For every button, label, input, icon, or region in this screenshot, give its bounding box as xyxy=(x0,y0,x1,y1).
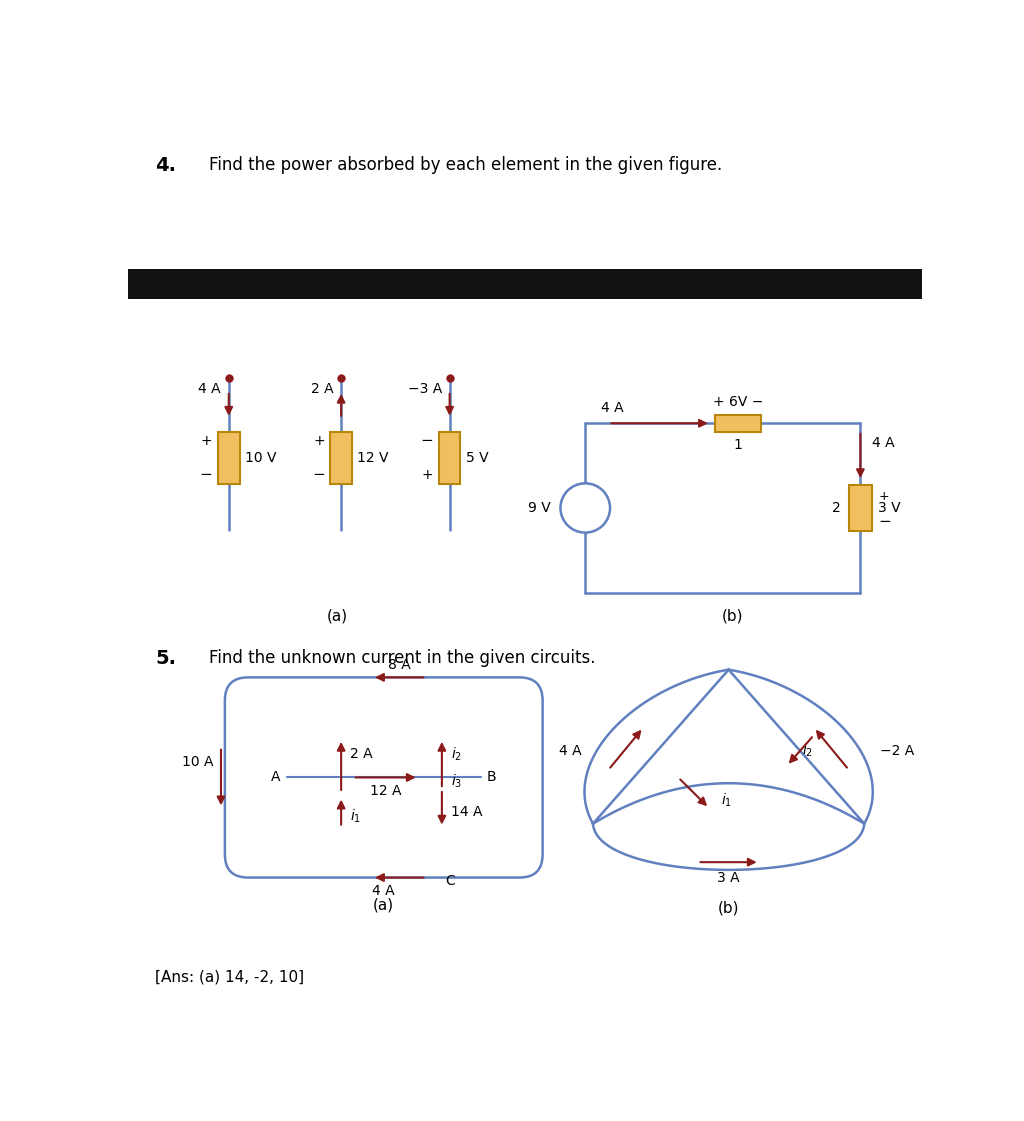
Text: (a): (a) xyxy=(327,609,348,623)
Text: [Ans: (a) 14, -2, 10]: [Ans: (a) 14, -2, 10] xyxy=(155,970,304,985)
Text: −: − xyxy=(579,508,592,524)
Text: 4 A: 4 A xyxy=(872,436,895,450)
Text: 9 V: 9 V xyxy=(527,501,550,515)
Text: Find the power absorbed by each element in the given figure.: Find the power absorbed by each element … xyxy=(209,156,723,174)
Text: B: B xyxy=(486,770,497,785)
Text: $i_2$: $i_2$ xyxy=(452,745,462,763)
Text: Find the unknown current in the given circuits.: Find the unknown current in the given ci… xyxy=(209,649,596,667)
Text: 10 V: 10 V xyxy=(245,451,276,465)
Bar xyxy=(849,485,872,531)
Text: −2 A: −2 A xyxy=(880,743,914,758)
Text: −: − xyxy=(879,515,891,529)
Text: +: + xyxy=(879,490,889,503)
Circle shape xyxy=(560,483,610,532)
Text: 4.: 4. xyxy=(155,156,176,175)
Text: + 6V −: + 6V − xyxy=(713,395,763,409)
Text: $i_2$: $i_2$ xyxy=(802,742,813,759)
Text: 3 A: 3 A xyxy=(718,871,740,884)
Text: 3 V: 3 V xyxy=(879,501,901,515)
Text: 2: 2 xyxy=(833,501,841,515)
Text: (b): (b) xyxy=(718,901,739,916)
Text: +: + xyxy=(313,434,325,448)
Text: +: + xyxy=(201,434,212,448)
Text: 5 V: 5 V xyxy=(466,451,488,465)
Text: 1: 1 xyxy=(733,438,742,452)
Text: 2 A: 2 A xyxy=(310,382,334,397)
Text: −3 A: −3 A xyxy=(408,382,442,397)
Text: A: A xyxy=(271,770,281,785)
Text: 4 A: 4 A xyxy=(373,884,395,898)
Bar xyxy=(331,432,352,484)
Text: $i_1$: $i_1$ xyxy=(350,807,361,825)
Text: −: − xyxy=(312,467,325,482)
Text: +: + xyxy=(422,467,433,482)
Bar xyxy=(218,432,240,484)
Bar xyxy=(715,415,761,432)
Text: 5.: 5. xyxy=(155,649,176,668)
Text: +: + xyxy=(580,495,591,508)
Text: C: C xyxy=(445,874,456,889)
Text: −: − xyxy=(200,467,212,482)
Text: 4 A: 4 A xyxy=(601,401,624,415)
Text: $i_3$: $i_3$ xyxy=(452,772,463,790)
Text: −: − xyxy=(421,434,433,448)
Text: 10 A: 10 A xyxy=(181,756,213,769)
Text: 4 A: 4 A xyxy=(559,743,582,758)
Text: 2 A: 2 A xyxy=(350,748,373,761)
Text: 4 A: 4 A xyxy=(199,382,221,397)
Bar xyxy=(438,432,461,484)
Text: (a): (a) xyxy=(373,897,394,912)
Bar xyxy=(128,269,922,298)
Text: 12 A: 12 A xyxy=(370,785,401,798)
Text: $i_1$: $i_1$ xyxy=(721,791,732,809)
Text: 14 A: 14 A xyxy=(452,805,482,819)
Text: 8 A: 8 A xyxy=(388,658,411,673)
Text: (b): (b) xyxy=(722,609,743,623)
Text: 12 V: 12 V xyxy=(357,451,389,465)
